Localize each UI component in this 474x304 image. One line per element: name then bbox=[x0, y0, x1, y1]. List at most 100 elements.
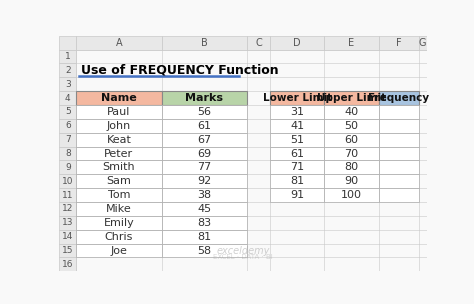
Text: Use of FREQUENCY Function: Use of FREQUENCY Function bbox=[81, 64, 279, 77]
Text: 31: 31 bbox=[290, 107, 304, 117]
Bar bbox=[162, 230, 247, 244]
Text: 3: 3 bbox=[65, 80, 71, 89]
Text: 9: 9 bbox=[65, 163, 71, 172]
Text: 80: 80 bbox=[345, 162, 358, 172]
Text: 77: 77 bbox=[197, 162, 211, 172]
Bar bbox=[162, 105, 247, 119]
Bar bbox=[324, 147, 379, 161]
Text: 50: 50 bbox=[345, 121, 358, 131]
Text: Marks: Marks bbox=[185, 93, 223, 103]
Text: 60: 60 bbox=[345, 135, 358, 145]
Bar bbox=[324, 133, 379, 147]
Bar bbox=[162, 36, 247, 50]
Bar bbox=[76, 161, 162, 174]
Text: 45: 45 bbox=[197, 204, 211, 214]
Bar bbox=[324, 91, 379, 105]
Text: B: B bbox=[201, 38, 208, 48]
Text: EXCEL · DATA · BI: EXCEL · DATA · BI bbox=[213, 254, 273, 261]
Bar bbox=[270, 147, 324, 161]
Bar bbox=[59, 77, 76, 91]
Bar bbox=[162, 133, 247, 147]
Bar bbox=[59, 244, 76, 257]
Text: 14: 14 bbox=[62, 232, 73, 241]
Bar bbox=[59, 50, 76, 64]
Bar bbox=[162, 174, 247, 188]
Bar bbox=[59, 174, 76, 188]
Bar bbox=[76, 244, 162, 257]
Text: exceldemy: exceldemy bbox=[216, 246, 270, 256]
Text: Mike: Mike bbox=[106, 204, 132, 214]
Bar bbox=[379, 119, 419, 133]
Text: 6: 6 bbox=[65, 121, 71, 130]
Bar bbox=[270, 133, 324, 147]
Text: G: G bbox=[419, 38, 427, 48]
Text: John: John bbox=[107, 121, 131, 131]
Bar bbox=[76, 188, 162, 202]
Text: Upper Limit: Upper Limit bbox=[317, 93, 386, 103]
Text: 81: 81 bbox=[197, 232, 211, 242]
Bar bbox=[247, 36, 270, 50]
Bar bbox=[379, 91, 419, 105]
Bar bbox=[379, 161, 419, 174]
Text: F: F bbox=[396, 38, 401, 48]
Text: Peter: Peter bbox=[104, 149, 134, 158]
Text: 2: 2 bbox=[65, 66, 71, 75]
Text: 41: 41 bbox=[290, 121, 304, 131]
Bar bbox=[324, 36, 379, 50]
Bar bbox=[162, 161, 247, 174]
Text: 1: 1 bbox=[65, 52, 71, 61]
Bar bbox=[270, 188, 324, 202]
Bar bbox=[162, 244, 247, 257]
Bar bbox=[76, 147, 162, 161]
Bar bbox=[59, 64, 76, 77]
Bar bbox=[162, 216, 247, 230]
Bar bbox=[270, 161, 324, 174]
Bar bbox=[59, 36, 76, 50]
Bar bbox=[76, 216, 162, 230]
Bar bbox=[59, 188, 76, 202]
Text: 91: 91 bbox=[290, 190, 304, 200]
Bar bbox=[379, 174, 419, 188]
Bar bbox=[59, 257, 76, 271]
Bar bbox=[270, 91, 324, 105]
Text: 71: 71 bbox=[290, 162, 304, 172]
Text: E: E bbox=[348, 38, 355, 48]
Text: 61: 61 bbox=[197, 121, 211, 131]
Text: 81: 81 bbox=[290, 176, 304, 186]
Text: 10: 10 bbox=[62, 177, 73, 186]
Bar bbox=[162, 91, 247, 105]
Text: 5: 5 bbox=[65, 107, 71, 116]
Text: 90: 90 bbox=[345, 176, 358, 186]
Text: D: D bbox=[293, 38, 301, 48]
Text: 56: 56 bbox=[197, 107, 211, 117]
Bar bbox=[270, 119, 324, 133]
Text: Keat: Keat bbox=[107, 135, 131, 145]
Bar bbox=[324, 174, 379, 188]
Bar bbox=[379, 36, 419, 50]
Text: 13: 13 bbox=[62, 218, 73, 227]
Text: Tom: Tom bbox=[108, 190, 130, 200]
Text: 4: 4 bbox=[65, 94, 71, 102]
Text: Frequency: Frequency bbox=[368, 93, 429, 103]
Bar bbox=[59, 202, 76, 216]
Bar bbox=[324, 105, 379, 119]
Bar bbox=[162, 119, 247, 133]
Text: Name: Name bbox=[101, 93, 137, 103]
Bar bbox=[379, 105, 419, 119]
Text: 15: 15 bbox=[62, 246, 73, 255]
Text: 51: 51 bbox=[290, 135, 304, 145]
Bar bbox=[270, 105, 324, 119]
Text: Smith: Smith bbox=[102, 162, 135, 172]
Bar bbox=[59, 91, 76, 105]
Bar bbox=[59, 105, 76, 119]
Text: 40: 40 bbox=[345, 107, 358, 117]
Bar bbox=[76, 91, 162, 105]
Bar bbox=[59, 216, 76, 230]
Bar bbox=[76, 36, 162, 50]
Bar bbox=[162, 147, 247, 161]
Bar bbox=[379, 147, 419, 161]
Text: Paul: Paul bbox=[107, 107, 131, 117]
Bar bbox=[59, 133, 76, 147]
Text: 70: 70 bbox=[345, 149, 358, 158]
Text: 12: 12 bbox=[62, 205, 73, 213]
